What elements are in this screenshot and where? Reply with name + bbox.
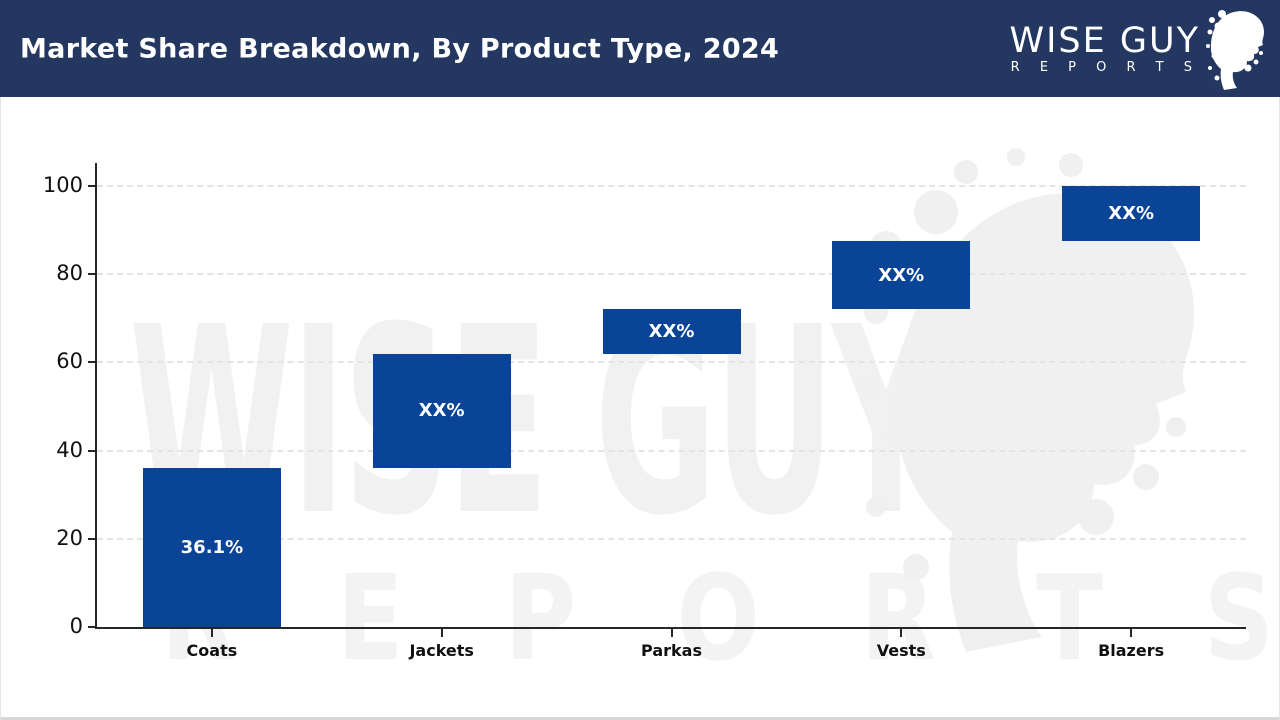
y-axis-line (95, 163, 97, 629)
y-axis-tick (88, 449, 96, 452)
x-axis-tick (210, 629, 213, 637)
x-axis-category-label: Coats (186, 641, 238, 660)
gridline-40 (97, 449, 1246, 452)
x-axis-line (95, 627, 1246, 629)
y-axis-tick (88, 537, 96, 540)
y-axis-tick-label: 40 (56, 437, 83, 462)
gridline-80 (97, 273, 1246, 276)
x-axis-tick (1130, 629, 1133, 637)
chart-area: WISE GUY R E P O R T S 0 20 40 60 80 100 36.1%… (0, 97, 1280, 720)
bar-vests: XX% (832, 241, 971, 310)
y-axis-tick-label: 80 (56, 261, 83, 286)
x-axis-category-label: Blazers (1098, 641, 1165, 660)
gridline-60 (97, 361, 1246, 364)
x-axis-tick (440, 629, 443, 637)
x-axis-tick (900, 629, 903, 637)
logo-wordmark-line2: R E P O R T S (1010, 60, 1200, 76)
header-bar: Market Share Breakdown, By Product Type,… (0, 0, 1280, 97)
bar-jackets: XX% (372, 353, 511, 468)
y-axis-tick-label: 100 (42, 173, 83, 197)
bar-value-label: XX% (1108, 203, 1154, 225)
wiseguy-logo: WISE GUY R E P O R T S (1009, 6, 1268, 92)
gridline-20 (97, 537, 1246, 540)
bar-value-label: XX% (418, 400, 465, 422)
logo-wordmark: WISE GUY R E P O R T S (1009, 20, 1200, 76)
gridline-100 (97, 185, 1246, 187)
bar-value-label: 36.1% (180, 536, 244, 558)
bar-coats: 36.1% (142, 467, 281, 627)
x-axis-tick (670, 629, 673, 637)
logo-wordmark-line1: WISE GUY (1009, 20, 1200, 61)
y-axis-tick-label: 0 (69, 614, 83, 638)
y-axis-tick (88, 185, 96, 187)
x-axis-category-label: Parkas (641, 641, 702, 660)
logo-head-icon (1206, 10, 1264, 90)
y-axis-tick (88, 361, 96, 364)
y-axis-tick (88, 626, 96, 628)
x-axis-category-label: Vests (876, 641, 926, 660)
y-axis-tick (88, 273, 96, 276)
bar-value-label: XX% (878, 264, 925, 286)
bar-parkas: XX% (602, 309, 741, 354)
watermark-subtitle: R E P O R T S (161, 549, 1280, 687)
y-axis-tick-label: 20 (56, 525, 83, 550)
y-axis-tick-label: 60 (56, 349, 83, 374)
bar-blazers: XX% (1062, 186, 1201, 242)
bar-value-label: XX% (648, 321, 695, 343)
page-title: Market Share Breakdown, By Product Type,… (20, 33, 780, 64)
x-axis-category-label: Jackets (409, 641, 474, 660)
